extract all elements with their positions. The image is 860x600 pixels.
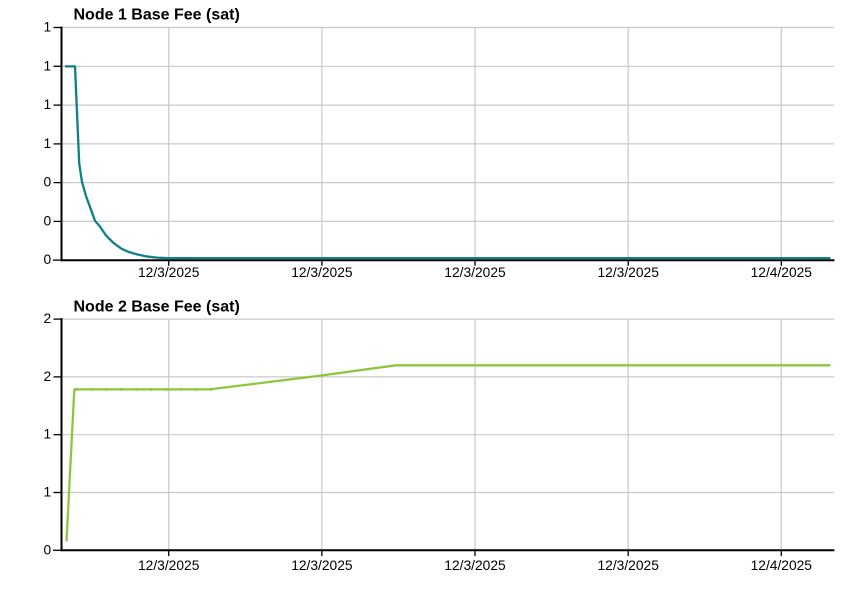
svg-text:12/3/2025: 12/3/2025	[444, 558, 506, 573]
svg-text:Node 1 Base Fee (sat): Node 1 Base Fee (sat)	[74, 7, 240, 24]
svg-text:1: 1	[44, 136, 52, 151]
svg-text:12/4/2025: 12/4/2025	[751, 558, 813, 573]
svg-text:0: 0	[44, 175, 52, 190]
svg-text:1: 1	[44, 97, 52, 112]
svg-text:1: 1	[44, 485, 52, 500]
svg-text:1: 1	[44, 427, 52, 442]
svg-text:0: 0	[44, 213, 52, 228]
svg-text:0: 0	[44, 252, 52, 267]
svg-text:12/3/2025: 12/3/2025	[291, 265, 353, 280]
svg-text:12/3/2025: 12/3/2025	[291, 558, 353, 573]
svg-text:12/3/2025: 12/3/2025	[138, 265, 200, 280]
svg-text:2: 2	[44, 369, 52, 384]
svg-text:0: 0	[44, 542, 52, 557]
svg-text:12/3/2025: 12/3/2025	[598, 558, 660, 573]
svg-text:12/3/2025: 12/3/2025	[138, 558, 200, 573]
svg-text:1: 1	[44, 20, 52, 35]
svg-text:1: 1	[44, 58, 52, 73]
svg-text:2: 2	[44, 311, 52, 326]
svg-text:Node 2 Base Fee (sat): Node 2 Base Fee (sat)	[74, 299, 240, 316]
svg-text:12/3/2025: 12/3/2025	[444, 265, 506, 280]
svg-text:12/3/2025: 12/3/2025	[598, 265, 660, 280]
svg-text:12/4/2025: 12/4/2025	[751, 265, 813, 280]
